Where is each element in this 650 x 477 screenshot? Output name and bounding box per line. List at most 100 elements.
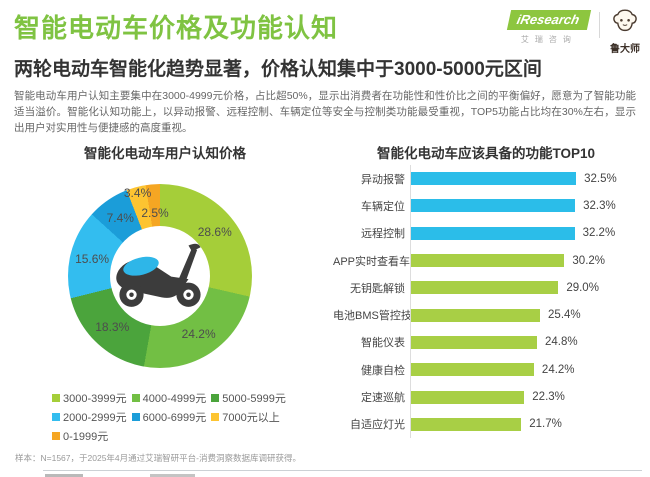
bar-value-label: 32.2% xyxy=(582,227,616,240)
bar-category-label: 异动报警 xyxy=(361,173,405,186)
bar-category-label: 无钥匙解锁 xyxy=(350,282,405,295)
pie-donut-hole xyxy=(110,226,210,326)
scooter-icon xyxy=(108,236,212,317)
pie-slice-label: 24.2% xyxy=(181,327,216,342)
legend-item: 0-1999元 xyxy=(52,426,108,445)
bar-fill xyxy=(411,308,541,322)
legend-swatch xyxy=(131,393,140,402)
bar-row: 自适应灯光 21.7% xyxy=(333,410,645,438)
bar-fill xyxy=(411,335,537,349)
bar-fill xyxy=(411,363,534,377)
pie-slice-label: 3.4% xyxy=(123,185,152,200)
legend-swatch xyxy=(211,412,220,421)
bar-value-label: 24.8% xyxy=(544,336,578,349)
legend-item: 2000-2999元 xyxy=(52,407,127,426)
bar-category-label: APP实时查看车况 xyxy=(333,255,422,268)
bar-category-label: 车辆定位 xyxy=(361,200,405,213)
bar-track: 24.2% xyxy=(410,356,645,384)
pie-legend: 3000-3999元 4000-4999元 5000-5999元 2000-2999元… xyxy=(52,388,314,445)
bar-track: 22.3% xyxy=(410,383,645,411)
bar-fill xyxy=(411,281,559,295)
bar-category-label: 电池BMS管控技术 xyxy=(333,310,423,323)
bar-chart: 异动报警 32.5% 车辆定位 32.3% 远程控制 32.2% APP实时查看车况 30.2… xyxy=(333,165,645,438)
pie-slice-label: 18.3% xyxy=(95,320,130,335)
iresearch-logo: iResearch 艾瑞咨询 xyxy=(506,10,592,45)
bar-track: 32.2% xyxy=(410,219,645,247)
report-subtitle: 两轮电动车智能化趋势显著，价格认知集中于3000-5000元区间 xyxy=(14,59,542,80)
bar-fill xyxy=(411,199,576,213)
page-title: 智能电动车价格及功能认知 xyxy=(14,13,339,43)
pie-slice-label: 2.5% xyxy=(141,206,169,221)
bar-row: 无钥匙解锁 29.0% xyxy=(333,274,645,302)
ludashi-logo-text: 鲁大师 xyxy=(610,44,640,55)
bar-category-label: 远程控制 xyxy=(361,228,405,241)
bar-fill xyxy=(411,417,522,431)
bar-track: 21.7% xyxy=(410,410,645,438)
pie-slice-label: 15.6% xyxy=(75,252,110,267)
legend-label: 7000元以上 xyxy=(222,411,280,424)
bar-track: 24.8% xyxy=(410,328,645,357)
legend-swatch xyxy=(211,393,220,402)
bar-track: 32.5% xyxy=(410,165,645,193)
pie-slice-label: 28.6% xyxy=(197,225,232,240)
legend-label: 2000-2999元 xyxy=(63,411,127,424)
bar-fill xyxy=(411,172,577,186)
legend-swatch xyxy=(131,412,140,421)
ludashi-logo: 鲁大师 xyxy=(610,8,640,55)
bar-row: APP实时查看车况 30.2% xyxy=(333,246,645,275)
bar-chart-title: 智能化电动车应该具备的功能TOP10 xyxy=(376,146,596,161)
legend-swatch xyxy=(52,431,60,440)
sample-note: 样本：N=1567，于2025年4月通过艾瑞智研平台-消费洞察数据库调研获得。 xyxy=(15,453,301,463)
logo-divider xyxy=(599,12,600,38)
legend-item: 3000-3999元 xyxy=(52,388,127,407)
bar-row: 定速巡航 22.3% xyxy=(333,383,645,411)
bar-value-label: 22.3% xyxy=(532,391,565,404)
pie-chart-title: 智能化电动车用户认知价格 xyxy=(84,146,246,161)
pie-chart: 28.6% 24.2% 18.3% 15.6% 7.4% 3.4% 2.5% xyxy=(68,184,252,368)
iresearch-logo-badge: iResearch xyxy=(506,10,592,30)
bar-row: 远程控制 32.2% xyxy=(333,219,645,247)
bar-track: 32.3% xyxy=(410,192,645,220)
bar-value-label: 32.5% xyxy=(584,172,617,185)
cut-off-text xyxy=(45,474,245,477)
bar-row: 电池BMS管控技术 25.4% xyxy=(333,301,645,329)
legend-item: 4000-4999元 xyxy=(131,388,207,407)
bar-category-label: 健康自检 xyxy=(361,364,405,377)
bar-value-label: 24.2% xyxy=(541,363,575,376)
legend-label: 4000-4999元 xyxy=(142,392,207,405)
bar-category-label: 定速巡航 xyxy=(361,392,405,405)
bar-track: 25.4% xyxy=(410,301,645,329)
bar-value-label: 29.0% xyxy=(566,281,599,294)
footer-divider xyxy=(43,470,642,471)
logo-block: iResearch 艾瑞咨询 鲁大师 xyxy=(506,8,640,55)
legend-item: 7000元以上 xyxy=(211,407,280,426)
bar-row: 车辆定位 32.3% xyxy=(333,192,645,220)
legend-swatch xyxy=(52,412,60,421)
legend-label: 6000-6999元 xyxy=(142,411,207,424)
iresearch-logo-subtext: 艾瑞咨询 xyxy=(520,35,577,44)
legend-label: 5000-5999元 xyxy=(222,392,286,405)
bar-track: 30.2% xyxy=(410,246,645,275)
bar-row: 健康自检 24.2% xyxy=(333,356,645,384)
bar-category-label: 自适应灯光 xyxy=(350,419,405,432)
legend-swatch xyxy=(52,393,60,402)
bar-row: 异动报警 32.5% xyxy=(333,165,645,193)
bar-category-label: 智能仪表 xyxy=(361,337,405,350)
summary-paragraph: 智能电动车用户认知主要集中在3000-4999元价格，占比超50%，显示出消费者… xyxy=(14,90,636,134)
pie-slice-label: 7.4% xyxy=(106,211,134,226)
ludashi-face-icon xyxy=(612,8,638,39)
bar-fill xyxy=(411,254,565,268)
bar-track: 29.0% xyxy=(410,274,645,302)
bar-fill xyxy=(411,226,575,240)
bar-value-label: 21.7% xyxy=(529,418,562,431)
bar-fill xyxy=(411,390,525,404)
legend-item: 6000-6999元 xyxy=(131,407,207,426)
legend-label: 3000-3999元 xyxy=(63,392,127,405)
bar-value-label: 30.2% xyxy=(572,254,606,267)
legend-item: 5000-5999元 xyxy=(211,388,286,407)
legend-label: 0-1999元 xyxy=(63,430,109,443)
bar-value-label: 32.3% xyxy=(583,199,616,212)
bar-row: 智能仪表 24.8% xyxy=(333,328,645,357)
bar-value-label: 25.4% xyxy=(548,309,581,322)
